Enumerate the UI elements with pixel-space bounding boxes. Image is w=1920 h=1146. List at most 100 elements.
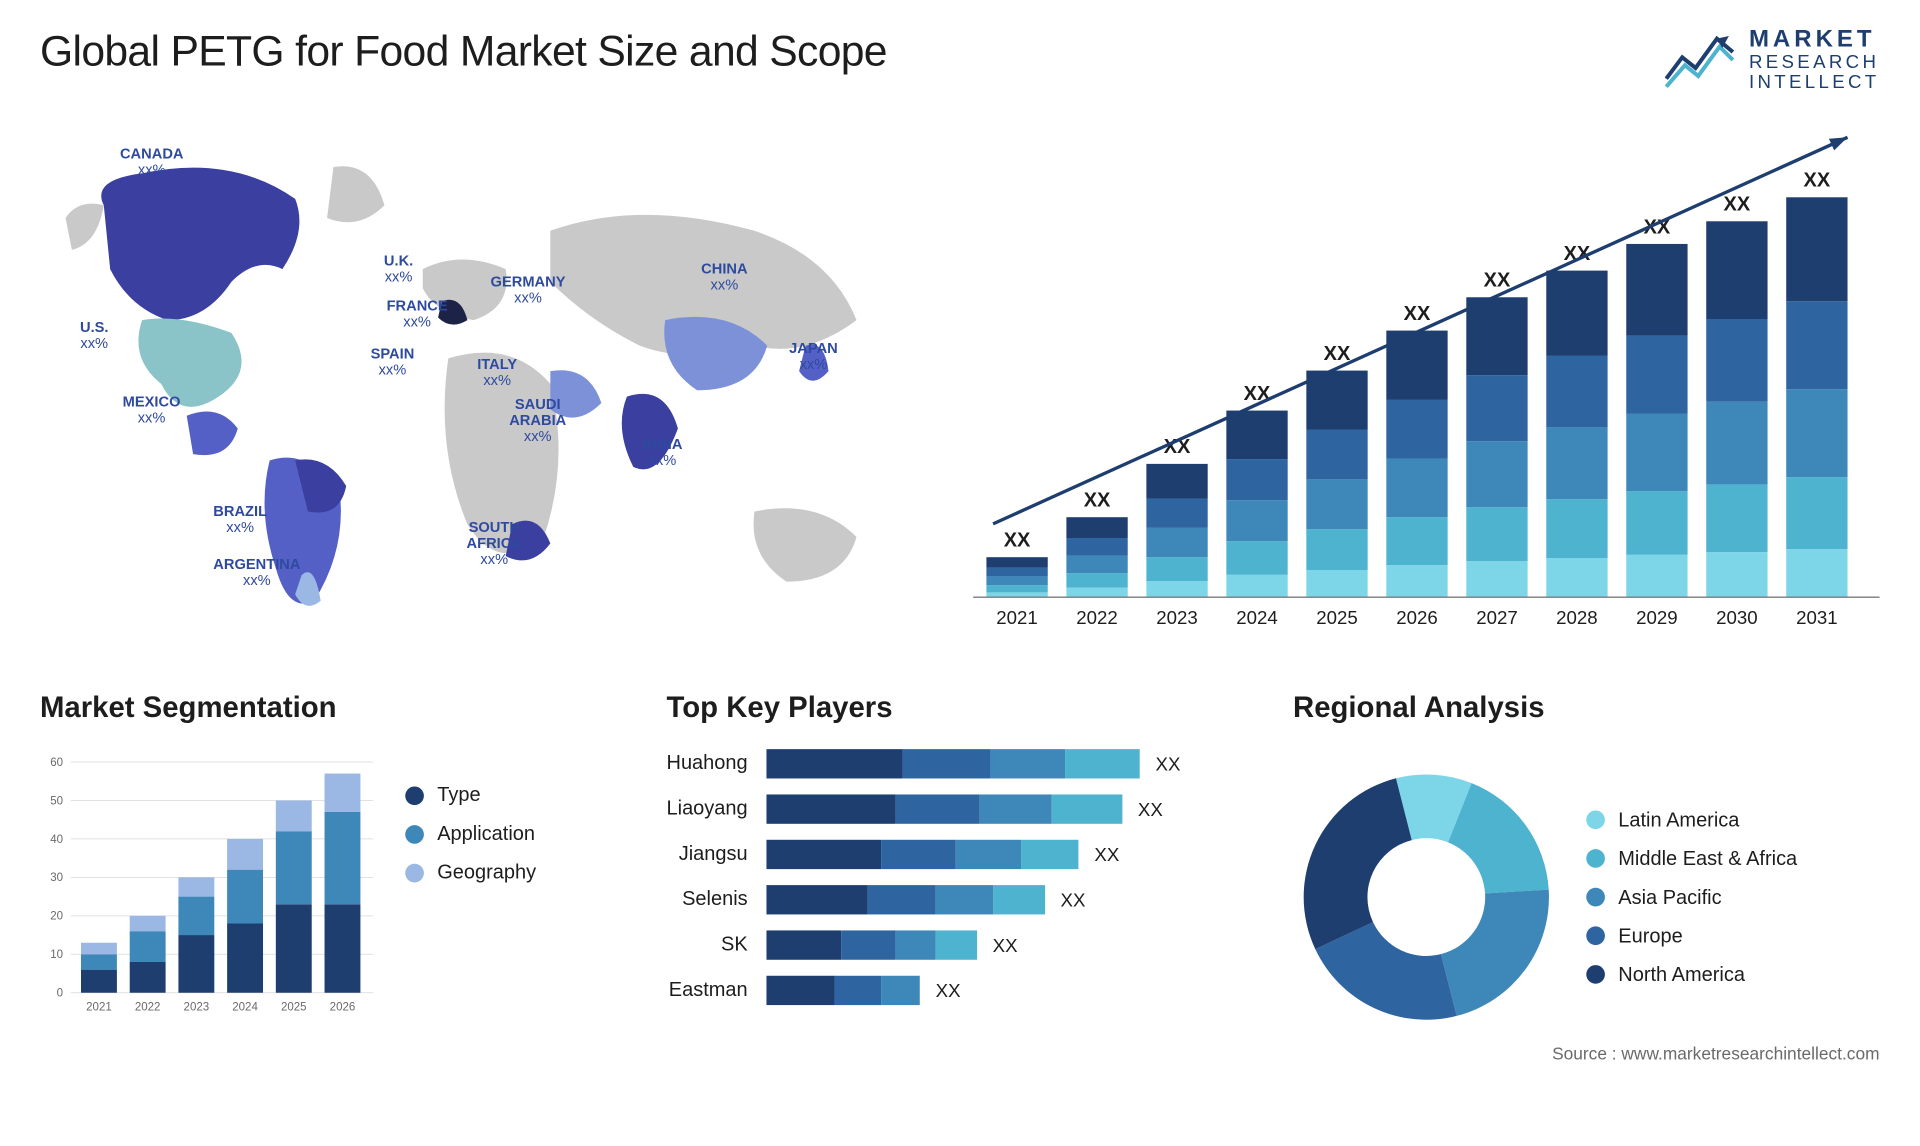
player-label: Eastman [667, 976, 748, 1005]
players-labels: Huahong Liaoyang Jiangsu Selenis SK Eastman [667, 744, 748, 1005]
regional-title: Regional Analysis [1293, 691, 1880, 726]
segmentation-legend: Type Application Geography [405, 744, 536, 1051]
player-bar-row: XX [766, 750, 1253, 779]
player-bar-row: XX [766, 840, 1253, 869]
legend-label: Type [437, 784, 480, 807]
map-label: BRAZILxx% [213, 504, 267, 536]
legend-item: Application [405, 823, 536, 846]
player-label: SK [667, 931, 748, 960]
svg-text:50: 50 [50, 796, 63, 808]
header: Global PETG for Food Market Size and Sco… [40, 27, 1880, 91]
player-bar-row: XX [766, 795, 1253, 824]
legend-item: Geography [405, 861, 536, 884]
bottom-row: Market Segmentation 01020304050602021202… [40, 691, 1880, 1051]
player-bar [766, 840, 1078, 869]
segmentation-title: Market Segmentation [40, 691, 627, 726]
svg-text:60: 60 [50, 757, 63, 769]
legend-swatch [405, 863, 424, 882]
logo-text-1: MARKET [1749, 27, 1880, 52]
svg-text:2023: 2023 [184, 1002, 210, 1014]
legend-item: Type [405, 784, 536, 807]
page-title: Global PETG for Food Market Size and Sco… [40, 27, 887, 76]
svg-text:XX: XX [1804, 170, 1831, 192]
player-bar [766, 885, 1044, 914]
player-bar [766, 976, 919, 1005]
legend-item: Middle East & Africa [1586, 847, 1797, 870]
svg-text:30: 30 [50, 873, 63, 885]
svg-text:2022: 2022 [135, 1002, 161, 1014]
svg-text:XX: XX [1484, 270, 1511, 292]
regional-donut [1293, 764, 1560, 1031]
growth-chart: XX2021XX2022XX2023XX2024XX2025XX2026XX20… [973, 118, 1879, 651]
players-bars: XX XX XX XX XX XX [766, 744, 1253, 1005]
map-label: U.K.xx% [384, 254, 413, 286]
legend-swatch [405, 825, 424, 844]
regional-legend: Latin America Middle East & Africa Asia Pa… [1586, 809, 1797, 986]
svg-text:2024: 2024 [232, 1002, 258, 1014]
legend-swatch [1586, 849, 1605, 868]
svg-text:2021: 2021 [86, 1002, 112, 1014]
brand-logo: MARKET RESEARCH INTELLECT [1664, 27, 1880, 91]
player-bar [766, 795, 1122, 824]
map-label: JAPANxx% [789, 342, 838, 374]
svg-text:20: 20 [50, 911, 63, 923]
map-label: U.S.xx% [80, 320, 109, 352]
svg-text:XX: XX [1324, 343, 1351, 365]
legend-label: Application [437, 823, 535, 846]
svg-text:2031: 2031 [1796, 607, 1838, 628]
svg-text:2030: 2030 [1716, 607, 1758, 628]
legend-swatch [405, 786, 424, 805]
map-label: INDIAxx% [643, 438, 683, 470]
player-value: XX [993, 935, 1018, 956]
map-label: SPAINxx% [371, 347, 415, 379]
legend-item: Asia Pacific [1586, 886, 1797, 909]
map-label: SAUDIARABIAxx% [509, 398, 566, 446]
source-attribution: Source : www.marketresearchintellect.com [1552, 1044, 1879, 1064]
svg-text:XX: XX [1724, 194, 1751, 216]
svg-text:2026: 2026 [330, 1002, 356, 1014]
svg-text:2023: 2023 [1156, 607, 1198, 628]
map-label: MEXICOxx% [123, 395, 181, 427]
legend-label: Middle East & Africa [1618, 847, 1797, 870]
map-label: ITALYxx% [477, 358, 517, 390]
map-label: GERMANYxx% [491, 275, 566, 307]
player-value: XX [1094, 844, 1119, 865]
players-title: Top Key Players [667, 691, 1254, 726]
legend-label: Europe [1618, 925, 1682, 948]
logo-text-2: RESEARCH [1749, 52, 1880, 72]
svg-text:2022: 2022 [1076, 607, 1118, 628]
svg-text:2025: 2025 [281, 1002, 307, 1014]
svg-text:2024: 2024 [1236, 607, 1278, 628]
player-value: XX [1061, 889, 1086, 910]
svg-text:XX: XX [1004, 530, 1031, 552]
player-label: Liaoyang [667, 795, 748, 824]
legend-label: Latin America [1618, 809, 1739, 832]
segmentation-chart: 0102030405060202120222023202420252026 [40, 744, 373, 1024]
map-label: CANADAxx% [120, 147, 184, 179]
svg-text:2028: 2028 [1556, 607, 1598, 628]
legend-item: Latin America [1586, 809, 1797, 832]
svg-text:0: 0 [57, 988, 63, 1000]
legend-label: Geography [437, 861, 536, 884]
player-bar-row: XX [766, 976, 1253, 1005]
legend-label: Asia Pacific [1618, 886, 1721, 909]
logo-text-3: INTELLECT [1749, 71, 1880, 91]
legend-swatch [1586, 927, 1605, 946]
legend-swatch [1586, 965, 1605, 984]
svg-text:2026: 2026 [1396, 607, 1438, 628]
legend-swatch [1586, 811, 1605, 830]
player-label: Huahong [667, 750, 748, 779]
player-label: Jiangsu [667, 840, 748, 869]
segmentation-section: Market Segmentation 01020304050602021202… [40, 691, 627, 1051]
map-label: SOUTHAFRICAxx% [467, 520, 522, 568]
legend-label: North America [1618, 963, 1745, 986]
player-value: XX [1156, 753, 1181, 774]
svg-text:XX: XX [1084, 490, 1111, 512]
map-label: ARGENTINAxx% [213, 558, 300, 590]
player-label: Selenis [667, 885, 748, 914]
svg-text:2021: 2021 [996, 607, 1038, 628]
growth-chart-panel: XX2021XX2022XX2023XX2024XX2025XX2026XX20… [973, 118, 1879, 651]
svg-text:XX: XX [1404, 303, 1431, 325]
player-bar [766, 931, 976, 960]
svg-text:40: 40 [50, 834, 63, 846]
